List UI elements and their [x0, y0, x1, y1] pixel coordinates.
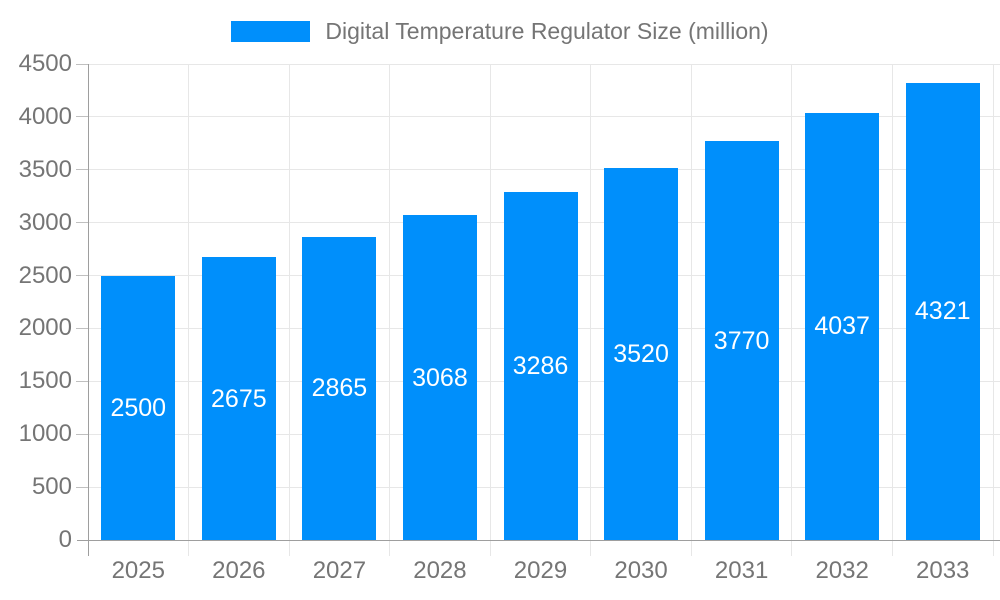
legend-swatch — [231, 20, 311, 42]
bar-value-label: 2865 — [311, 374, 368, 403]
y-axis-tick — [76, 63, 88, 65]
bar-2026: 2675 — [201, 257, 276, 540]
x-tick-label: 2031 — [714, 557, 769, 584]
y-axis-tick — [76, 169, 88, 171]
bar-value-label: 2675 — [211, 384, 267, 413]
bar-2025: 2500 — [101, 275, 176, 540]
y-axis-line — [87, 64, 89, 556]
x-tick-label: 2027 — [312, 557, 367, 584]
x-axis-line — [77, 539, 1000, 541]
y-tick-label: 2500 — [18, 261, 72, 289]
y-axis-tick — [76, 116, 88, 118]
bar-2029: 3286 — [503, 192, 578, 540]
gridline-vertical — [891, 64, 893, 556]
x-tick-label: 2026 — [212, 557, 266, 584]
gridline-vertical — [288, 64, 290, 556]
y-axis-tick — [76, 486, 88, 488]
bar-2033: 4321 — [905, 82, 980, 540]
bar-value-label: 4321 — [914, 297, 971, 326]
y-axis-tick — [76, 275, 88, 277]
gridline-horizontal — [88, 63, 1000, 65]
y-tick-label: 500 — [31, 473, 72, 501]
x-tick-label: 2025 — [111, 557, 165, 584]
legend-label: Digital Temperature Regulator Size (mill… — [325, 18, 769, 44]
gridline-vertical — [590, 64, 592, 556]
x-tick-label: 2028 — [413, 557, 467, 584]
y-tick-label: 1500 — [18, 367, 72, 395]
bar-value-label: 2500 — [110, 393, 167, 422]
bar-value-label: 4037 — [814, 312, 870, 341]
gridline-vertical — [992, 64, 994, 556]
bar-value-label: 3286 — [512, 352, 569, 381]
gridline-vertical — [389, 64, 391, 556]
x-tick-label: 2029 — [513, 557, 568, 584]
bar-2027: 2865 — [302, 236, 377, 540]
bar-2030: 3520 — [604, 167, 679, 540]
y-tick-label: 4500 — [18, 50, 72, 77]
y-tick-label: 4000 — [18, 102, 72, 130]
gridline-vertical — [690, 64, 692, 556]
gridline-vertical — [489, 64, 491, 556]
gridline-vertical — [791, 64, 793, 556]
bar-value-label: 3770 — [713, 326, 770, 355]
x-tick-label: 2030 — [614, 557, 668, 584]
y-tick-label: 1000 — [18, 420, 72, 448]
bar-2028: 3068 — [402, 215, 477, 540]
bar-2031: 3770 — [704, 141, 779, 540]
bar-2032: 4037 — [805, 112, 880, 540]
y-axis-tick — [76, 380, 88, 382]
y-tick-label: 3500 — [18, 155, 72, 183]
legend[interactable]: Digital Temperature Regulator Size (mill… — [0, 18, 1000, 44]
y-tick-label: 3000 — [18, 208, 72, 236]
bar-value-label: 3520 — [613, 339, 669, 368]
y-tick-label: 0 — [58, 526, 72, 553]
gridline-horizontal — [88, 116, 1000, 118]
x-tick-label: 2032 — [815, 557, 869, 584]
y-axis-tick — [76, 433, 88, 435]
gridline-horizontal — [88, 169, 1000, 171]
bar-value-label: 3068 — [412, 363, 468, 392]
y-axis-tick — [76, 222, 88, 224]
gridline-vertical — [188, 64, 190, 556]
y-axis-tick — [76, 327, 88, 329]
x-tick-label: 2033 — [916, 557, 970, 584]
y-tick-label: 2000 — [18, 314, 72, 342]
